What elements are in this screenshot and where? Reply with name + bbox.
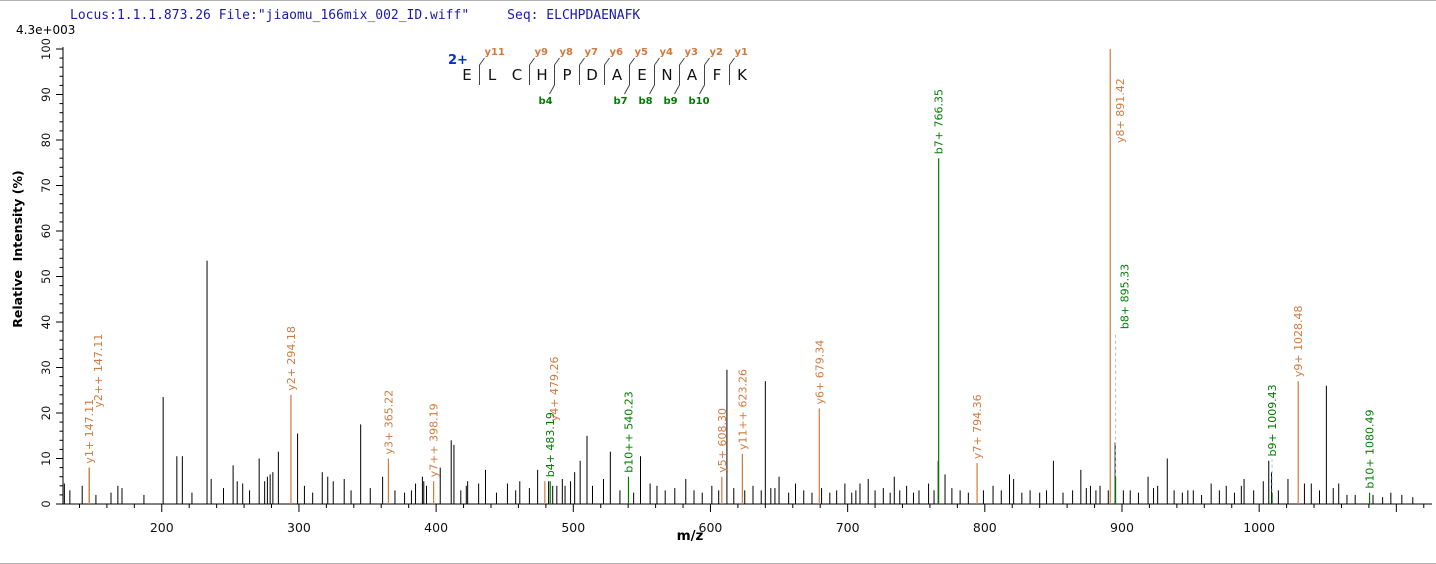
b-ion-label: b4: [539, 96, 553, 107]
y-tick-label: 10: [39, 451, 53, 466]
y-ion-label: y2: [710, 47, 724, 58]
y-tick-label: 60: [39, 224, 53, 239]
header-line: Locus:1.1.1.873.26 File:"jiaomu_166mix_0…: [70, 8, 640, 23]
cleavage-mark: [704, 57, 710, 66]
peak-annotation-label: b10++ 540.23: [622, 391, 635, 472]
b-ion-label: b9: [664, 96, 678, 107]
base-peak-intensity-label: 4.3e+003: [16, 23, 76, 37]
cleavage-mark: [654, 57, 660, 66]
cleavage-mark: [604, 57, 610, 66]
peptide-residue: E: [462, 66, 471, 84]
cleavage-mark: [674, 84, 680, 95]
y-tick-label: 0: [39, 500, 53, 507]
x-tick-label: 500: [561, 520, 585, 535]
y-ion-label: y4: [660, 47, 674, 58]
peak-annotation-label: b4+ 483.19: [544, 412, 557, 477]
y-tick-label: 80: [39, 133, 53, 148]
cleavage-mark: [624, 84, 630, 95]
y-ion-label: y5: [635, 47, 649, 58]
peptide-residue: F: [713, 66, 722, 84]
x-tick-label: 600: [699, 520, 723, 535]
x-tick-label: 700: [836, 520, 860, 535]
y-tick-label: 20: [39, 406, 53, 421]
y-ion-label: y8: [560, 47, 574, 58]
peak-annotation-label: y5+ 608.30: [716, 408, 729, 473]
peak-annotation-label: y2+ 294.18: [285, 326, 298, 391]
x-tick-label: 1000: [1243, 520, 1275, 535]
y-tick-label: 90: [39, 87, 53, 102]
cleavage-mark: [579, 57, 585, 66]
y-ion-label: y11: [485, 47, 505, 58]
y-tick-label: 70: [39, 178, 53, 193]
x-tick-label: 200: [150, 520, 174, 535]
peptide-residue: H: [536, 66, 547, 84]
peak-annotation-label: y3+ 365.22: [382, 390, 395, 455]
x-tick-label: 400: [424, 520, 448, 535]
y-tick-label: 100: [39, 38, 53, 60]
peptide-residue: A: [687, 66, 698, 84]
peptide-residue: C: [512, 66, 522, 84]
peak-annotation-label: y4+ 479.26: [548, 357, 561, 422]
x-tick-label: 300: [287, 520, 311, 535]
peak-annotation-label: y11++ 623.26: [736, 369, 749, 450]
sequence-label: Seq: ELCHPDAENAFK: [507, 8, 641, 23]
y-ion-label: y1: [735, 47, 749, 58]
peak-annotation-label: y7++ 398.19: [428, 403, 441, 477]
y-ion-label: y3: [685, 47, 699, 58]
y-tick-label: 30: [39, 360, 53, 375]
peak-annotation-label: y7+ 794.36: [971, 394, 984, 459]
cleavage-mark: [699, 84, 705, 95]
charge-state-label: 2+: [448, 53, 468, 68]
x-axis-title: m/z: [676, 528, 704, 544]
peak-annotation-label: b10+ 1080.49: [1364, 409, 1377, 488]
cleavage-mark: [529, 57, 535, 66]
cleavage-mark: [649, 84, 655, 95]
peptide-residue: K: [737, 66, 748, 84]
locus-file-label: Locus:1.1.1.873.26 File:"jiaomu_166mix_0…: [70, 8, 470, 23]
peak-annotation-label: y1+ 147.11: [83, 399, 96, 464]
x-tick-label: 900: [1110, 520, 1134, 535]
peak-annotation-label: y8+ 891.42: [1114, 78, 1127, 143]
peak-annotation-label: y6+ 679.34: [813, 340, 826, 405]
y-tick-label: 50: [39, 269, 53, 284]
peptide-residue: N: [661, 66, 672, 84]
cleavage-mark: [549, 84, 555, 95]
peak-annotation-label: b8+ 895.33: [1119, 264, 1132, 329]
cleavage-mark: [729, 57, 735, 66]
peptide-residue: L: [488, 66, 497, 84]
y-ion-label: y6: [610, 47, 624, 58]
peak-annotation-label: b9+ 1009.43: [1266, 384, 1279, 456]
peptide-residue: D: [586, 66, 598, 84]
y-ion-label: y9: [535, 47, 549, 58]
b-ion-label: b7: [614, 96, 628, 107]
peptide-residue: A: [612, 66, 623, 84]
peak-annotation-label: y9+ 1028.48: [1292, 305, 1305, 377]
cleavage-mark: [629, 57, 635, 66]
cleavage-mark: [679, 57, 685, 66]
cleavage-mark: [479, 57, 485, 66]
peptide-residue: P: [562, 66, 571, 84]
y-ion-label: y7: [585, 47, 599, 58]
cleavage-mark: [554, 57, 560, 66]
y-tick-label: 40: [39, 315, 53, 330]
peak-annotation-label: y2++ 147.11: [92, 334, 105, 408]
b-ion-label: b8: [639, 96, 653, 107]
peak-annotation-label: b7+ 766.35: [933, 89, 946, 154]
peptide-residue: E: [637, 66, 646, 84]
b-ion-label: b10: [689, 96, 710, 107]
x-tick-label: 800: [973, 520, 997, 535]
